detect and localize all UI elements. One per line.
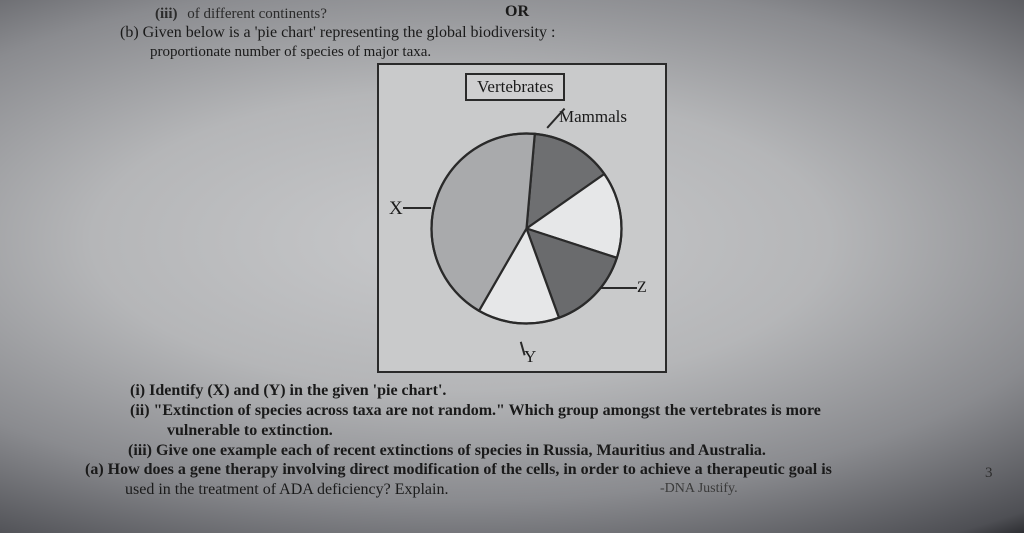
question-i-text: (i) Identify (X) and (Y) in the given 'p…: [130, 382, 446, 399]
label-x: X: [389, 198, 403, 220]
iii-marker: (iii): [155, 6, 178, 22]
label-y: Y: [524, 347, 536, 367]
question-ii: (ii) "Extinction of species across taxa …: [130, 402, 1000, 420]
question-iii: (iii) Give one example each of recent ex…: [128, 442, 948, 460]
continents-text: of different continents?: [187, 6, 327, 22]
question-b-line2: proportionate number of species of major…: [150, 44, 970, 61]
question-ii-text: (ii) "Extinction of species across taxa …: [130, 402, 821, 419]
label-z: Z: [637, 279, 647, 297]
question-ii-cont: vulnerable to extinction.: [167, 422, 987, 440]
or-separator: OR: [505, 3, 1024, 21]
pie-chart-svg: [429, 131, 624, 326]
vertebrates-title-box: Vertebrates: [465, 73, 565, 101]
leader-x: [403, 207, 431, 209]
pie-chart-figure: Vertebrates Mammals X Y Z: [377, 63, 667, 373]
question-a: (a) How does a gene therapy involving di…: [85, 461, 995, 479]
page-number: 3: [985, 465, 1024, 482]
label-mammals: Mammals: [559, 107, 627, 127]
question-b-line1: (b) Given below is a 'pie chart' represe…: [120, 24, 940, 42]
fragment-justify: -DNA Justify.: [660, 481, 1024, 497]
question-i: (i) Identify (X) and (Y) in the given 'p…: [130, 382, 950, 400]
exam-page: (iii) of different continents? OR (b) Gi…: [0, 0, 1024, 533]
